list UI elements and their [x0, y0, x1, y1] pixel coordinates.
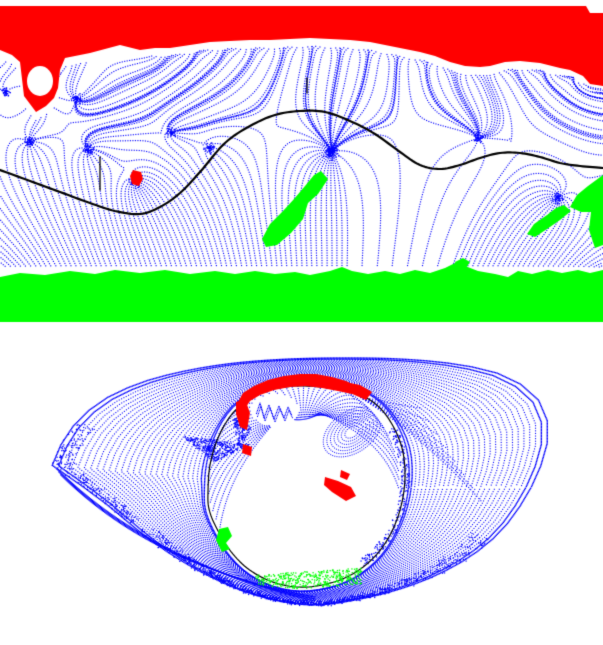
field-line-figure: [0, 0, 603, 645]
field-line-plot-canvas: [0, 0, 603, 645]
